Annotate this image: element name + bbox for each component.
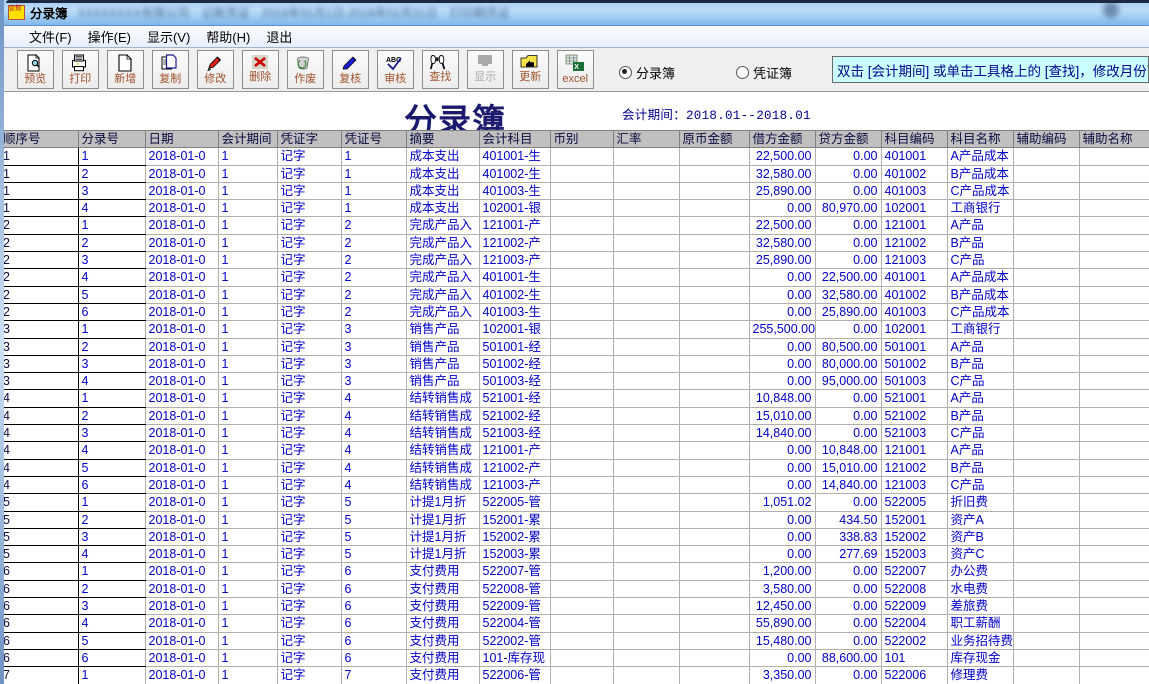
svg-text:X: X: [575, 64, 580, 71]
